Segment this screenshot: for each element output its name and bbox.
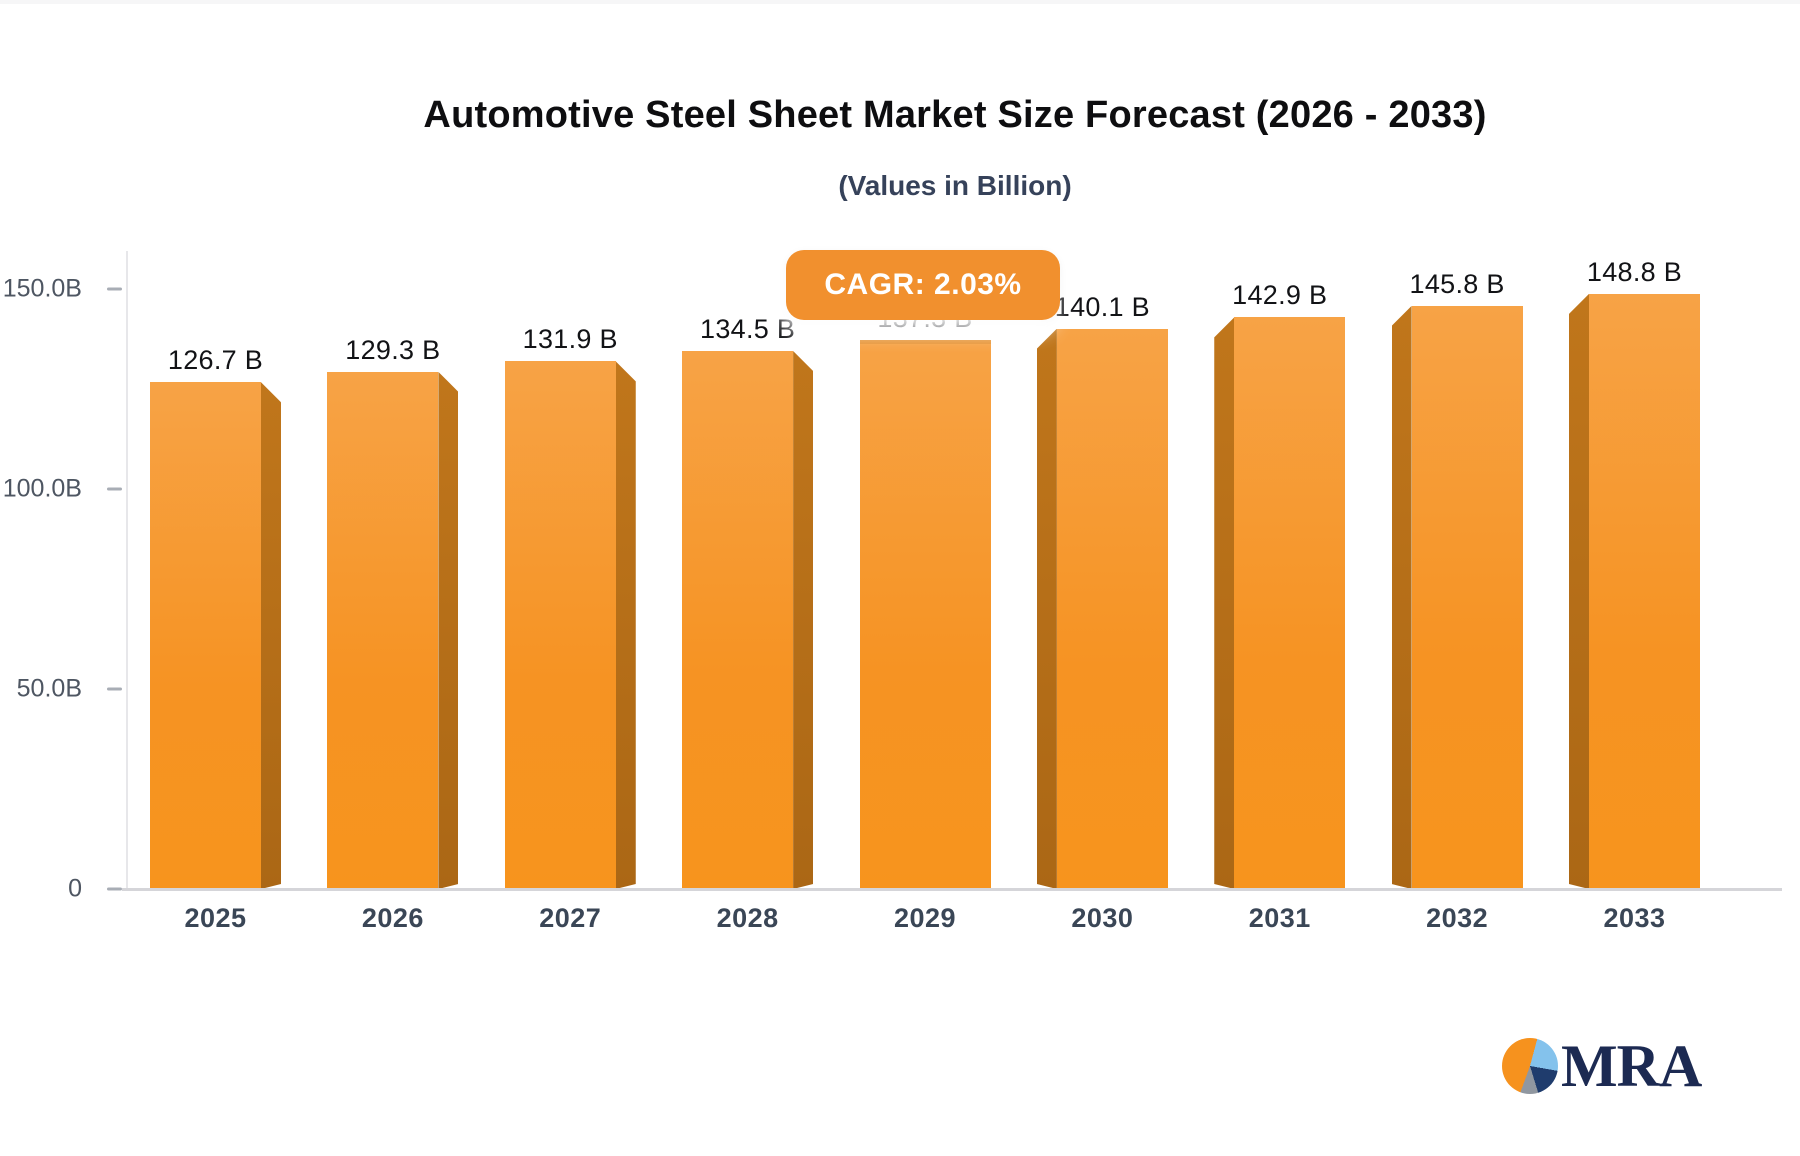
bar-value-label: 140.1 B — [1054, 291, 1150, 322]
bar-group-2027[interactable]: 131.9 B 2027 — [504, 324, 636, 933]
y-tick-mark — [107, 487, 122, 491]
bar-group-2025[interactable]: 126.7 B 2025 — [150, 345, 281, 933]
x-tick-label: 2027 — [539, 903, 602, 933]
bar-side-face-2033 — [1569, 294, 1589, 889]
x-tick-label: 2031 — [1248, 903, 1311, 933]
cagr-badge: CAGR: 2.03% — [786, 250, 1060, 320]
x-tick-label: 2032 — [1426, 903, 1489, 933]
x-tick-label: 2029 — [893, 903, 957, 933]
chart-title: Automotive Steel Sheet Market Size Forec… — [423, 94, 1487, 136]
bar-group-2031[interactable]: 142.9 B 2031 — [1214, 280, 1346, 933]
y-tick-mark — [107, 687, 122, 691]
bar-value-label: 142.9 B — [1232, 280, 1328, 311]
bar-value-label: 131.9 B — [522, 324, 618, 355]
y-tick-mark — [107, 887, 122, 891]
y-axis-labels: 150.0B 100.0B 50.0B 0 — [0, 275, 128, 903]
bar-side-face-2028 — [793, 351, 813, 889]
bar-side-face-2031 — [1214, 317, 1234, 889]
bar-2027[interactable] — [504, 361, 616, 889]
y-tick-label: 50.0B — [16, 674, 82, 703]
bar-side-face-2026 — [438, 372, 458, 889]
bar-2032[interactable] — [1411, 305, 1523, 889]
bar-value-label: 145.8 B — [1409, 268, 1505, 299]
mra-logo: MRA — [1502, 1033, 1702, 1099]
y-tick-label: 100.0B — [2, 474, 82, 503]
x-tick-label: 2033 — [1603, 903, 1666, 933]
bar-side-face-2025 — [261, 382, 281, 889]
bar-2025[interactable] — [150, 382, 261, 889]
plot-area: 150.0B 100.0B 50.0B 0 126.7 B 2025 129.3 B 202… — [3, 251, 1782, 933]
y-tick-label: 0 — [68, 874, 82, 903]
bar-value-label: 129.3 B — [345, 334, 441, 365]
bar-value-label: 148.8 B — [1586, 256, 1683, 287]
bar-2030[interactable] — [1056, 328, 1168, 889]
bar-2031[interactable] — [1234, 317, 1346, 889]
bar-group-2033[interactable]: 148.8 B 2033 — [1569, 257, 1700, 933]
bar-group-2028[interactable]: 134.5 B 2028 — [682, 314, 813, 933]
bar-group-2026[interactable]: 129.3 B 2026 — [327, 335, 458, 933]
bar-side-face-2030 — [1037, 329, 1057, 889]
bar-side-face-2032 — [1392, 306, 1412, 889]
x-tick-label: 2028 — [716, 903, 779, 933]
bar-2028[interactable] — [682, 351, 794, 889]
x-axis-line — [122, 888, 1782, 891]
bar-2026[interactable] — [327, 371, 439, 889]
chart-subtitle: (Values in Billion) — [838, 170, 1072, 201]
bars-row: 126.7 B 2025 129.3 B 2026 131.9 B 2027 134.5 B… — [150, 257, 1700, 933]
y-axis-line — [126, 251, 128, 889]
bar-2033[interactable] — [1589, 293, 1700, 889]
page-top-border — [0, 0, 1800, 4]
bar-2029[interactable] — [859, 339, 991, 889]
y-tick-label: 150.0B — [2, 274, 82, 303]
bar-value-label: 126.7 B — [167, 345, 264, 376]
bar-value-label: 134.5 B — [700, 314, 796, 344]
bar-group-2029[interactable]: 137.3 B2029 — [859, 303, 991, 933]
bar-group-2032[interactable]: 145.8 B 2032 — [1392, 269, 1523, 933]
pie-chart-logo-icon — [1502, 1038, 1558, 1094]
x-tick-label: 2025 — [184, 903, 247, 933]
logo-text: MRA — [1561, 1033, 1702, 1099]
x-tick-label: 2030 — [1071, 903, 1134, 933]
bar-group-2030[interactable]: 140.1 B 2030 — [1037, 292, 1168, 933]
x-tick-label: 2026 — [361, 903, 424, 933]
bar-side-face-2027 — [616, 361, 636, 889]
y-tick-mark — [107, 287, 122, 291]
